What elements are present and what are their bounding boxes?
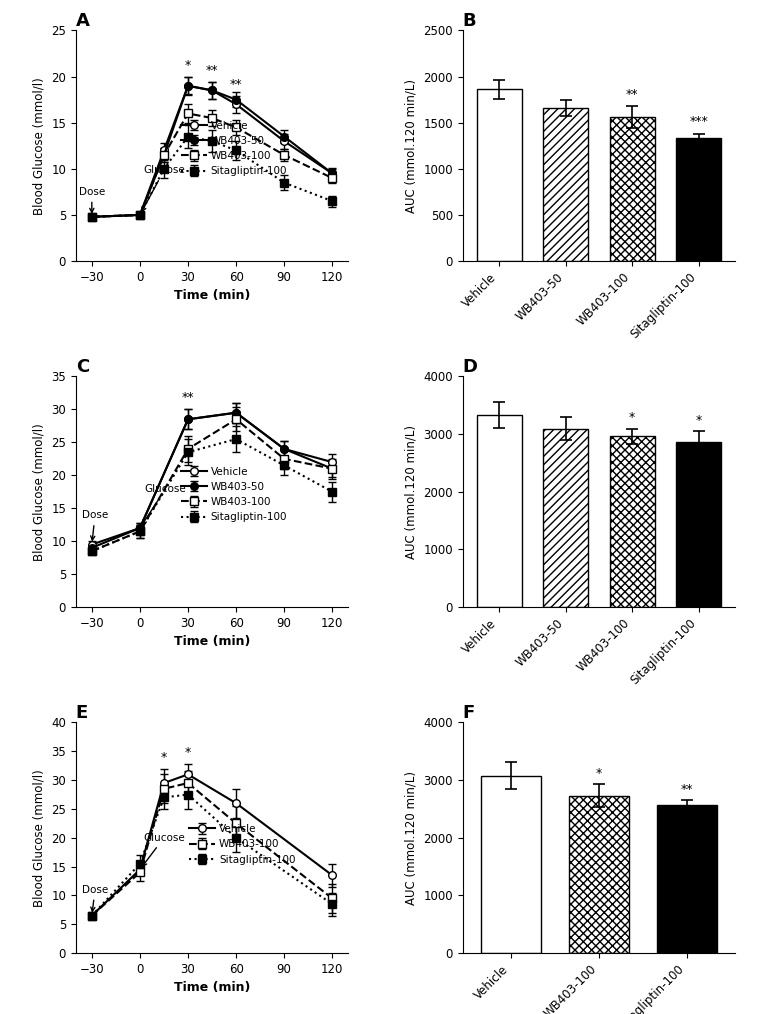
Text: *: * (185, 746, 191, 759)
Text: E: E (76, 705, 88, 722)
Text: *: * (696, 414, 702, 427)
Bar (569, 796, 629, 953)
Text: *: * (161, 751, 167, 764)
Text: Glucose: Glucose (143, 484, 186, 524)
Bar (481, 776, 541, 953)
Y-axis label: AUC (mmol.120 min/L): AUC (mmol.120 min/L) (405, 79, 418, 213)
Text: F: F (462, 705, 475, 722)
Y-axis label: AUC (mmol.120 min/L): AUC (mmol.120 min/L) (405, 425, 418, 559)
Text: **: ** (681, 783, 693, 796)
Text: *: * (185, 59, 191, 72)
Text: ***: *** (689, 116, 708, 128)
Bar (543, 429, 588, 607)
Legend: Vehicle, WB403-50, WB403-100, Sitagliptin-100: Vehicle, WB403-50, WB403-100, Sitaglipti… (177, 462, 291, 526)
Text: A: A (76, 12, 89, 30)
Text: **: ** (182, 391, 194, 405)
X-axis label: Time (min): Time (min) (174, 982, 250, 995)
Bar (676, 442, 722, 607)
Legend: Vehicle, WB403-100, Sitagliptin-100: Vehicle, WB403-100, Sitagliptin-100 (184, 820, 299, 869)
Text: Dose: Dose (82, 884, 108, 912)
Text: B: B (462, 12, 476, 30)
Text: **: ** (626, 87, 638, 100)
Y-axis label: AUC (mmol.120 min/L): AUC (mmol.120 min/L) (405, 771, 418, 904)
Y-axis label: Blood Glucose (mmol/l): Blood Glucose (mmol/l) (33, 423, 45, 561)
Text: Dose: Dose (79, 187, 105, 213)
Text: Glucose: Glucose (142, 165, 185, 211)
Bar (609, 118, 655, 261)
Bar (477, 415, 522, 607)
Text: Glucose: Glucose (143, 832, 185, 866)
Text: *: * (629, 412, 635, 424)
Text: *: * (596, 767, 602, 780)
Legend: Vehicle, WB403-50, WB403-100, Sitagliptin-100: Vehicle, WB403-50, WB403-100, Sitaglipti… (177, 117, 291, 180)
Text: C: C (76, 358, 89, 376)
Text: **: ** (230, 78, 243, 91)
X-axis label: Time (min): Time (min) (174, 289, 250, 302)
Bar (676, 138, 722, 261)
Bar (477, 89, 522, 261)
Text: D: D (462, 358, 478, 376)
Y-axis label: Blood Glucose (mmol/l): Blood Glucose (mmol/l) (33, 77, 45, 215)
Y-axis label: Blood Glucose (mmol/l): Blood Glucose (mmol/l) (33, 769, 45, 907)
Bar (543, 107, 588, 261)
Text: **: ** (206, 65, 218, 77)
Bar (657, 805, 717, 953)
X-axis label: Time (min): Time (min) (174, 636, 250, 648)
Bar (609, 436, 655, 607)
Text: Dose: Dose (82, 510, 108, 540)
